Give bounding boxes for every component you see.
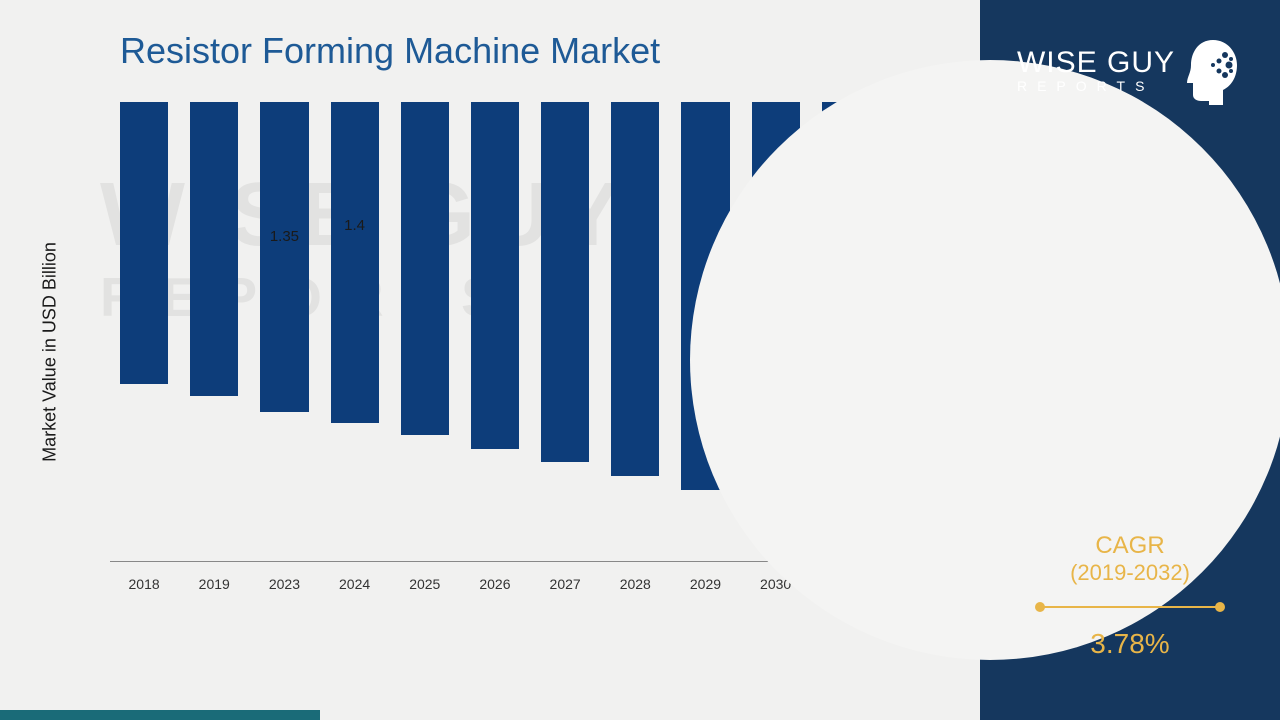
brand-block: WISE GUY REPORTS — [1017, 35, 1243, 105]
x-axis-tick-label: 2029 — [681, 576, 729, 592]
bar — [331, 102, 379, 423]
x-axis-tick-label: 2019 — [190, 576, 238, 592]
page-root: WISE GUY REPORTS Resistor Forming Machin… — [0, 0, 1280, 720]
bar — [541, 102, 589, 462]
x-axis-tick-label: 2027 — [541, 576, 589, 592]
bar — [471, 102, 519, 449]
bar — [611, 102, 659, 476]
x-axis-tick-label: 2024 — [331, 576, 379, 592]
cagr-title: CAGR — [1040, 532, 1220, 560]
brand-line2: REPORTS — [1017, 78, 1175, 94]
bar-wrapper — [401, 102, 449, 561]
cagr-value: 3.78% — [1040, 628, 1220, 660]
bar-wrapper — [611, 102, 659, 561]
bar-wrapper — [120, 102, 168, 561]
bar — [401, 102, 449, 435]
x-axis-tick-label: 2023 — [260, 576, 308, 592]
bar — [260, 102, 308, 412]
x-axis-tick-label: 2028 — [611, 576, 659, 592]
brand-text: WISE GUY REPORTS — [1017, 46, 1175, 94]
head-dots-icon — [1183, 35, 1243, 105]
bar — [190, 102, 238, 396]
x-axis-tick-label: 2026 — [471, 576, 519, 592]
bar — [120, 102, 168, 384]
x-axis-tick-label: 2025 — [401, 576, 449, 592]
bar-value-label: 1.4 — [344, 217, 365, 234]
bar-wrapper — [471, 102, 519, 561]
cagr-divider-line — [1040, 606, 1220, 608]
bar-wrapper — [190, 102, 238, 561]
brand-line1: WISE GUY — [1017, 46, 1175, 80]
cagr-block: CAGR (2019-2032) 3.78% — [1040, 532, 1220, 660]
bar-wrapper — [541, 102, 589, 561]
bar-wrapper: 1.35 — [260, 102, 308, 561]
bottom-accent-bar — [0, 710, 320, 720]
chart-title: Resistor Forming Machine Market — [120, 30, 960, 72]
cagr-years: (2019-2032) — [1040, 560, 1220, 586]
x-axis-tick-label: 2018 — [120, 576, 168, 592]
bar-wrapper: 1.4 — [331, 102, 379, 561]
bar-value-label: 1.35 — [270, 228, 299, 245]
sidebar: WISE GUY REPORTS CAGR (2019-2032) 3.78% — [980, 0, 1280, 720]
y-axis-label: Market Value in USD Billion — [40, 242, 61, 462]
